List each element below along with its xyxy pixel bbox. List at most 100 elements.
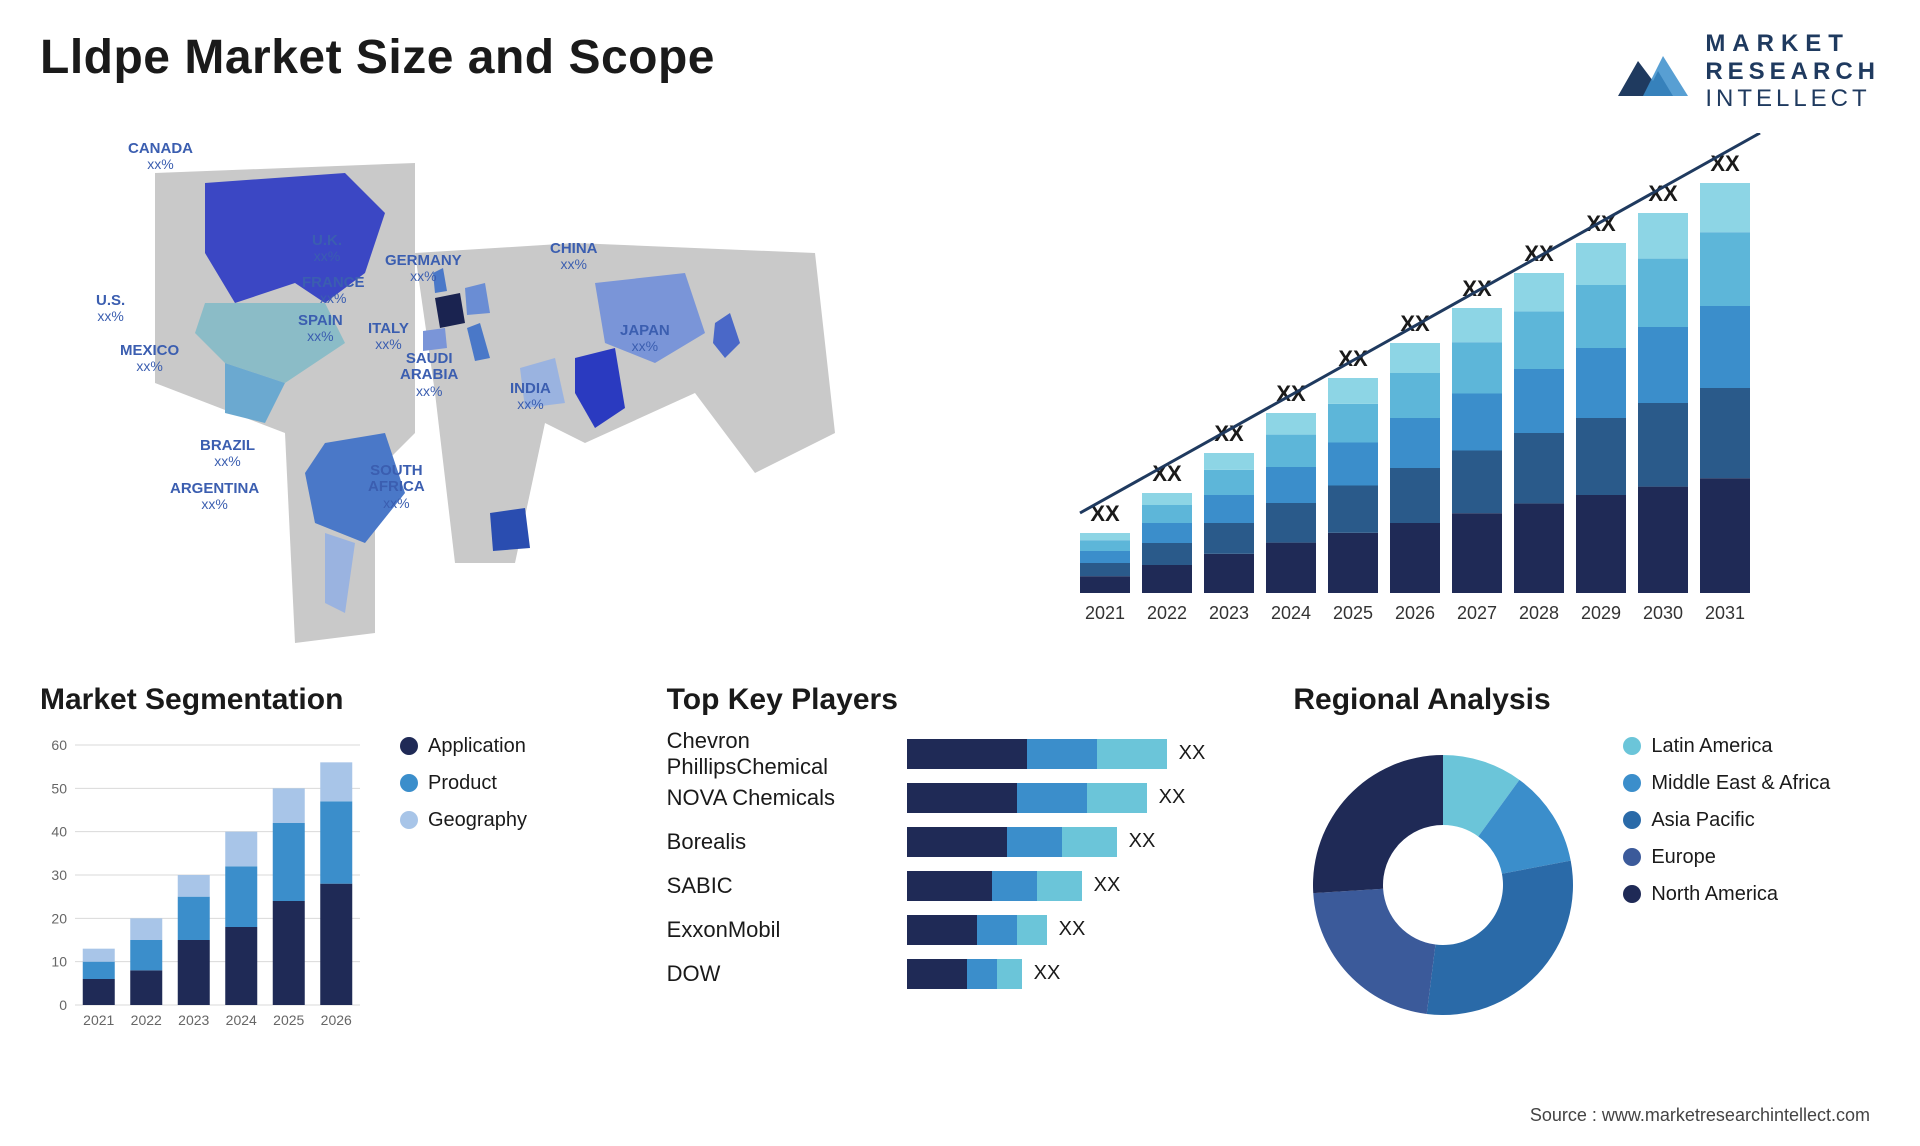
map-label: SAUDIARABIAxx%	[400, 351, 458, 399]
growth-bar-segment	[1080, 563, 1130, 576]
donut-slice	[1427, 860, 1573, 1014]
growth-bar-year: 2027	[1457, 603, 1497, 623]
logo-text-2: RESEARCH	[1705, 58, 1880, 86]
growth-bar-year: 2029	[1581, 603, 1621, 623]
player-value: XX	[1034, 962, 1061, 985]
seg-bar-segment	[225, 927, 257, 1005]
seg-year-label: 2022	[131, 1012, 162, 1028]
player-name: SABIC	[667, 873, 897, 899]
legend-swatch-icon	[1623, 737, 1641, 755]
growth-bar-segment	[1204, 453, 1254, 470]
legend-item: Europe	[1623, 846, 1830, 869]
page-title: Lldpe Market Size and Scope	[40, 30, 715, 85]
growth-bar-segment	[1514, 369, 1564, 433]
map-label: U.S.xx%	[96, 293, 125, 325]
growth-bar-chart: XX2021XX2022XX2023XX2024XX2025XX2026XX20…	[980, 133, 1880, 653]
player-bar-segment	[1027, 739, 1097, 769]
legend-label: Europe	[1651, 846, 1716, 869]
growth-bar-segment	[1266, 503, 1316, 543]
growth-bar-segment	[1328, 485, 1378, 532]
country-france	[435, 293, 465, 328]
player-bar-segment	[992, 871, 1037, 901]
player-row: Borealis XX	[667, 823, 1254, 861]
seg-bar-segment	[225, 831, 257, 866]
seg-bar-segment	[178, 896, 210, 939]
legend-item: Application	[400, 735, 527, 758]
growth-bar-year: 2026	[1395, 603, 1435, 623]
legend-label: Geography	[428, 809, 527, 832]
growth-bar-year: 2030	[1643, 603, 1683, 623]
source-text: Source : www.marketresearchintellect.com	[1530, 1105, 1870, 1126]
seg-bar-segment	[273, 901, 305, 1005]
seg-bar-segment	[130, 940, 162, 970]
seg-bar-segment	[130, 970, 162, 1005]
growth-bar-segment	[1452, 450, 1502, 513]
player-name: Borealis	[667, 829, 897, 855]
map-label: INDIAxx%	[510, 381, 551, 413]
player-bar-segment	[1007, 827, 1062, 857]
player-name: NOVA Chemicals	[667, 785, 897, 811]
growth-bar-segment	[1266, 467, 1316, 503]
player-bar: XX	[907, 827, 1254, 857]
seg-bar-segment	[225, 866, 257, 927]
world-map-panel: CANADAxx%U.S.xx%MEXICOxx%BRAZILxx%ARGENT…	[40, 133, 940, 653]
seg-bar-segment	[320, 801, 352, 883]
legend-item: Middle East & Africa	[1623, 772, 1830, 795]
growth-bar-year: 2028	[1519, 603, 1559, 623]
growth-bar-segment	[1142, 493, 1192, 505]
segmentation-title: Market Segmentation	[40, 683, 627, 717]
legend-label: Asia Pacific	[1651, 809, 1754, 832]
country-southafrica	[490, 508, 530, 551]
player-bar: XX	[907, 959, 1254, 989]
map-label: SPAINxx%	[298, 313, 343, 345]
legend-swatch-icon	[1623, 811, 1641, 829]
growth-bar-year: 2023	[1209, 603, 1249, 623]
growth-bar-year: 2021	[1085, 603, 1125, 623]
regional-donut-svg	[1293, 735, 1593, 1035]
players-panel: Top Key Players Chevron PhillipsChemical…	[667, 683, 1254, 1045]
legend-item: Product	[400, 772, 527, 795]
seg-year-label: 2026	[321, 1012, 352, 1028]
player-name: DOW	[667, 961, 897, 987]
legend-swatch-icon	[1623, 774, 1641, 792]
growth-bar-segment	[1328, 442, 1378, 485]
growth-bar-segment	[1452, 513, 1502, 593]
growth-bar-segment	[1204, 554, 1254, 593]
legend-item: North America	[1623, 883, 1830, 906]
player-bar: XX	[907, 915, 1254, 945]
growth-bar-segment	[1142, 565, 1192, 593]
player-bar: XX	[907, 783, 1254, 813]
donut-slice	[1313, 755, 1443, 893]
seg-bar-segment	[320, 883, 352, 1004]
growth-bar-segment	[1576, 243, 1626, 285]
legend-swatch-icon	[400, 737, 418, 755]
svg-text:40: 40	[51, 823, 67, 839]
growth-bar-segment	[1638, 213, 1688, 259]
regional-title: Regional Analysis	[1293, 683, 1880, 717]
growth-bar-segment	[1328, 404, 1378, 443]
player-bar-segment	[907, 871, 992, 901]
player-value: XX	[1129, 830, 1156, 853]
growth-bar-segment	[1142, 543, 1192, 565]
growth-bar-year: 2031	[1705, 603, 1745, 623]
player-bar: XX	[907, 871, 1254, 901]
growth-bar-segment	[1266, 542, 1316, 592]
map-label: MEXICOxx%	[120, 343, 179, 375]
seg-bar-segment	[83, 979, 115, 1005]
growth-bar-segment	[1390, 468, 1440, 523]
brand-logo: MARKET RESEARCH INTELLECT	[1613, 30, 1880, 113]
growth-bar-segment	[1638, 403, 1688, 487]
growth-bar-year: 2025	[1333, 603, 1373, 623]
growth-bar-segment	[1204, 470, 1254, 495]
seg-year-label: 2024	[226, 1012, 257, 1028]
growth-bar-segment	[1700, 306, 1750, 388]
growth-bar-segment	[1638, 258, 1688, 326]
growth-bar-segment	[1576, 418, 1626, 495]
growth-bar-segment	[1514, 273, 1564, 311]
player-bar-segment	[907, 915, 977, 945]
growth-bar-segment	[1390, 523, 1440, 593]
player-value: XX	[1094, 874, 1121, 897]
segmentation-legend: Application Product Geography	[400, 735, 527, 1045]
world-map-svg	[40, 133, 940, 653]
player-bar-segment	[1087, 783, 1147, 813]
